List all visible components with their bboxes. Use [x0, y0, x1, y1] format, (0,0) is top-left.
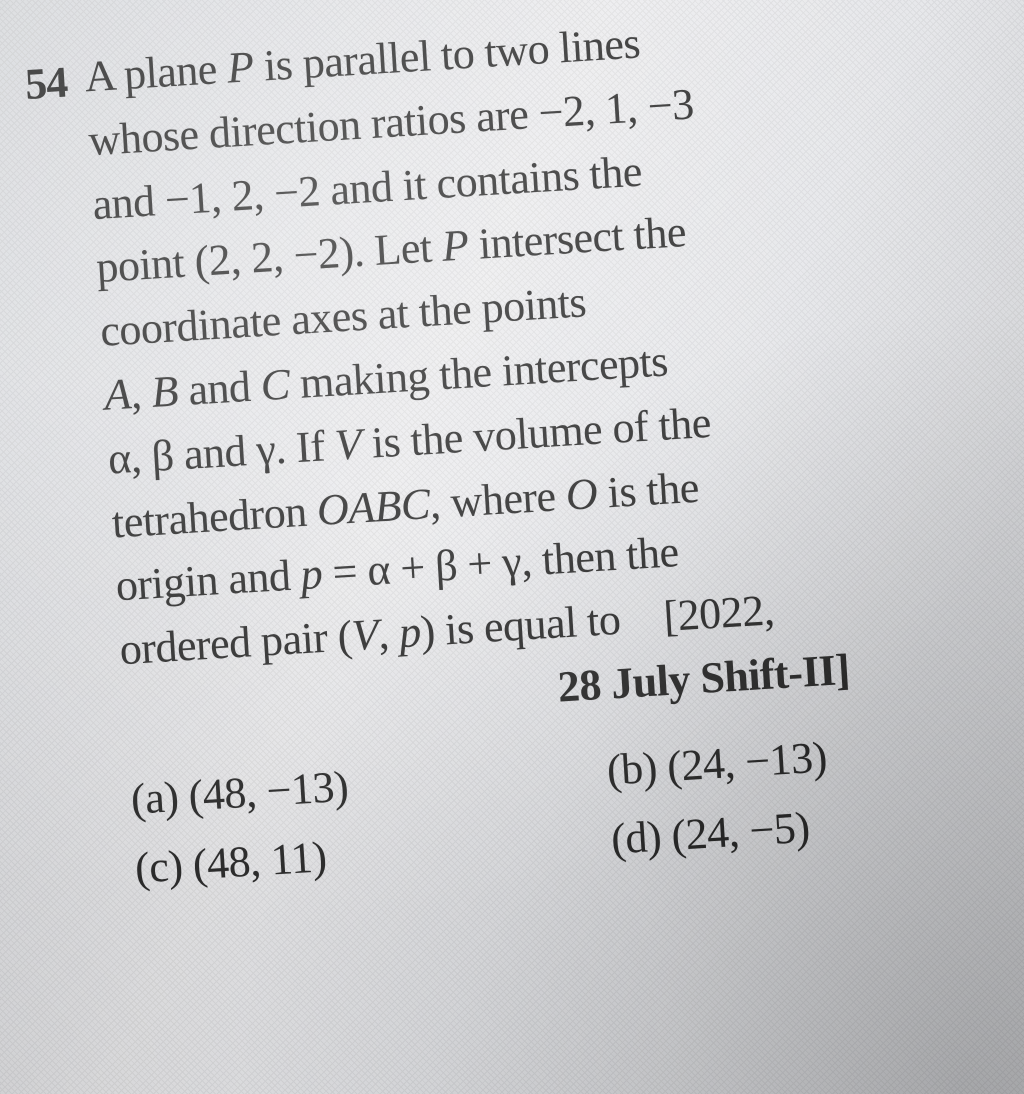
question-line: coordinate axes at the points — [99, 277, 588, 356]
option-d: (d) (24, −5) — [610, 788, 1024, 864]
question-block: 54 A plane P is parallel to two lines wh… — [0, 0, 1020, 751]
option-c: (c) (48, 11) — [134, 817, 553, 893]
question-number: 54 — [0, 61, 68, 109]
option-a: (a) (48, −13) — [129, 748, 548, 824]
question-text: A plane P is parallel to two lines whose… — [83, 1, 852, 746]
page: 54 A plane P is parallel to two lines wh… — [0, 0, 1024, 899]
option-b: (b) (24, −13) — [605, 719, 1024, 795]
options-grid: (a) (48, −13) (b) (24, −13) (c) (48, 11)… — [129, 719, 1024, 893]
